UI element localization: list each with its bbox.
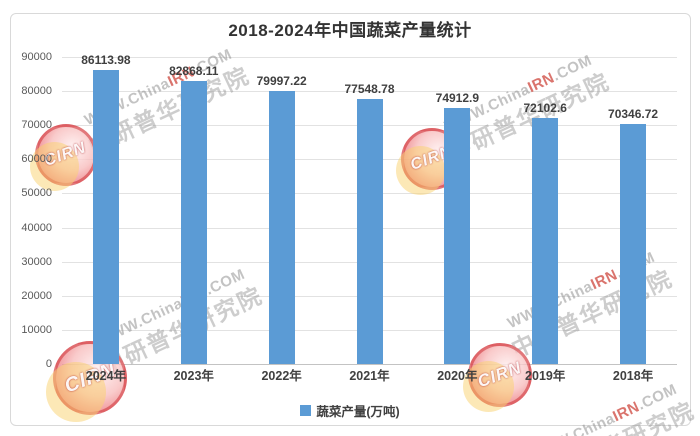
x-axis-line [62, 364, 677, 365]
bar [444, 108, 471, 364]
gridline [62, 91, 677, 93]
x-axis-label: 2021年 [349, 369, 390, 383]
bar [532, 118, 559, 364]
x-axis-label: 2020年 [437, 369, 478, 383]
y-axis-tick-label: 80000 [21, 85, 52, 98]
bar [180, 81, 207, 364]
x-axis-label: 2018年 [612, 369, 654, 383]
value-label: 74912.9 [435, 91, 480, 106]
y-axis-tick-label: 10000 [21, 323, 52, 336]
y-axis-tick-label: 60000 [21, 153, 52, 166]
value-label: 70346.72 [608, 107, 659, 122]
chart-title: 2018-2024年中国蔬菜产量统计 [228, 21, 472, 40]
y-axis-tick-label: 70000 [21, 119, 52, 132]
gridline [62, 57, 677, 58]
value-label: 77548.78 [344, 82, 395, 97]
bar [92, 70, 119, 364]
y-axis-tick-label: 30000 [21, 255, 52, 268]
value-label: 79997.22 [256, 74, 307, 89]
value-label: 86113.98 [81, 53, 131, 68]
bar [620, 124, 647, 364]
x-axis-label: 2023年 [173, 369, 214, 383]
y-axis-tick-label: 50000 [21, 187, 52, 200]
x-axis-label: 2024年 [85, 369, 127, 383]
value-label: 82868.11 [169, 64, 219, 79]
bar [268, 91, 295, 364]
y-axis-tick-label: 20000 [21, 289, 52, 302]
y-axis-tick-label: 0 [45, 358, 52, 370]
value-label: 72102.6 [523, 101, 567, 116]
x-axis-label: 2022年 [261, 369, 302, 383]
legend-swatch [300, 405, 312, 416]
y-axis-tick-label: 90000 [21, 51, 52, 63]
bar [356, 99, 383, 364]
legend-label: 蔬菜产量(万吨) [316, 405, 400, 419]
y-axis-tick-label: 40000 [21, 221, 52, 234]
x-axis-label: 2019年 [525, 369, 566, 383]
legend: 蔬菜产量(万吨) [0, 401, 700, 420]
